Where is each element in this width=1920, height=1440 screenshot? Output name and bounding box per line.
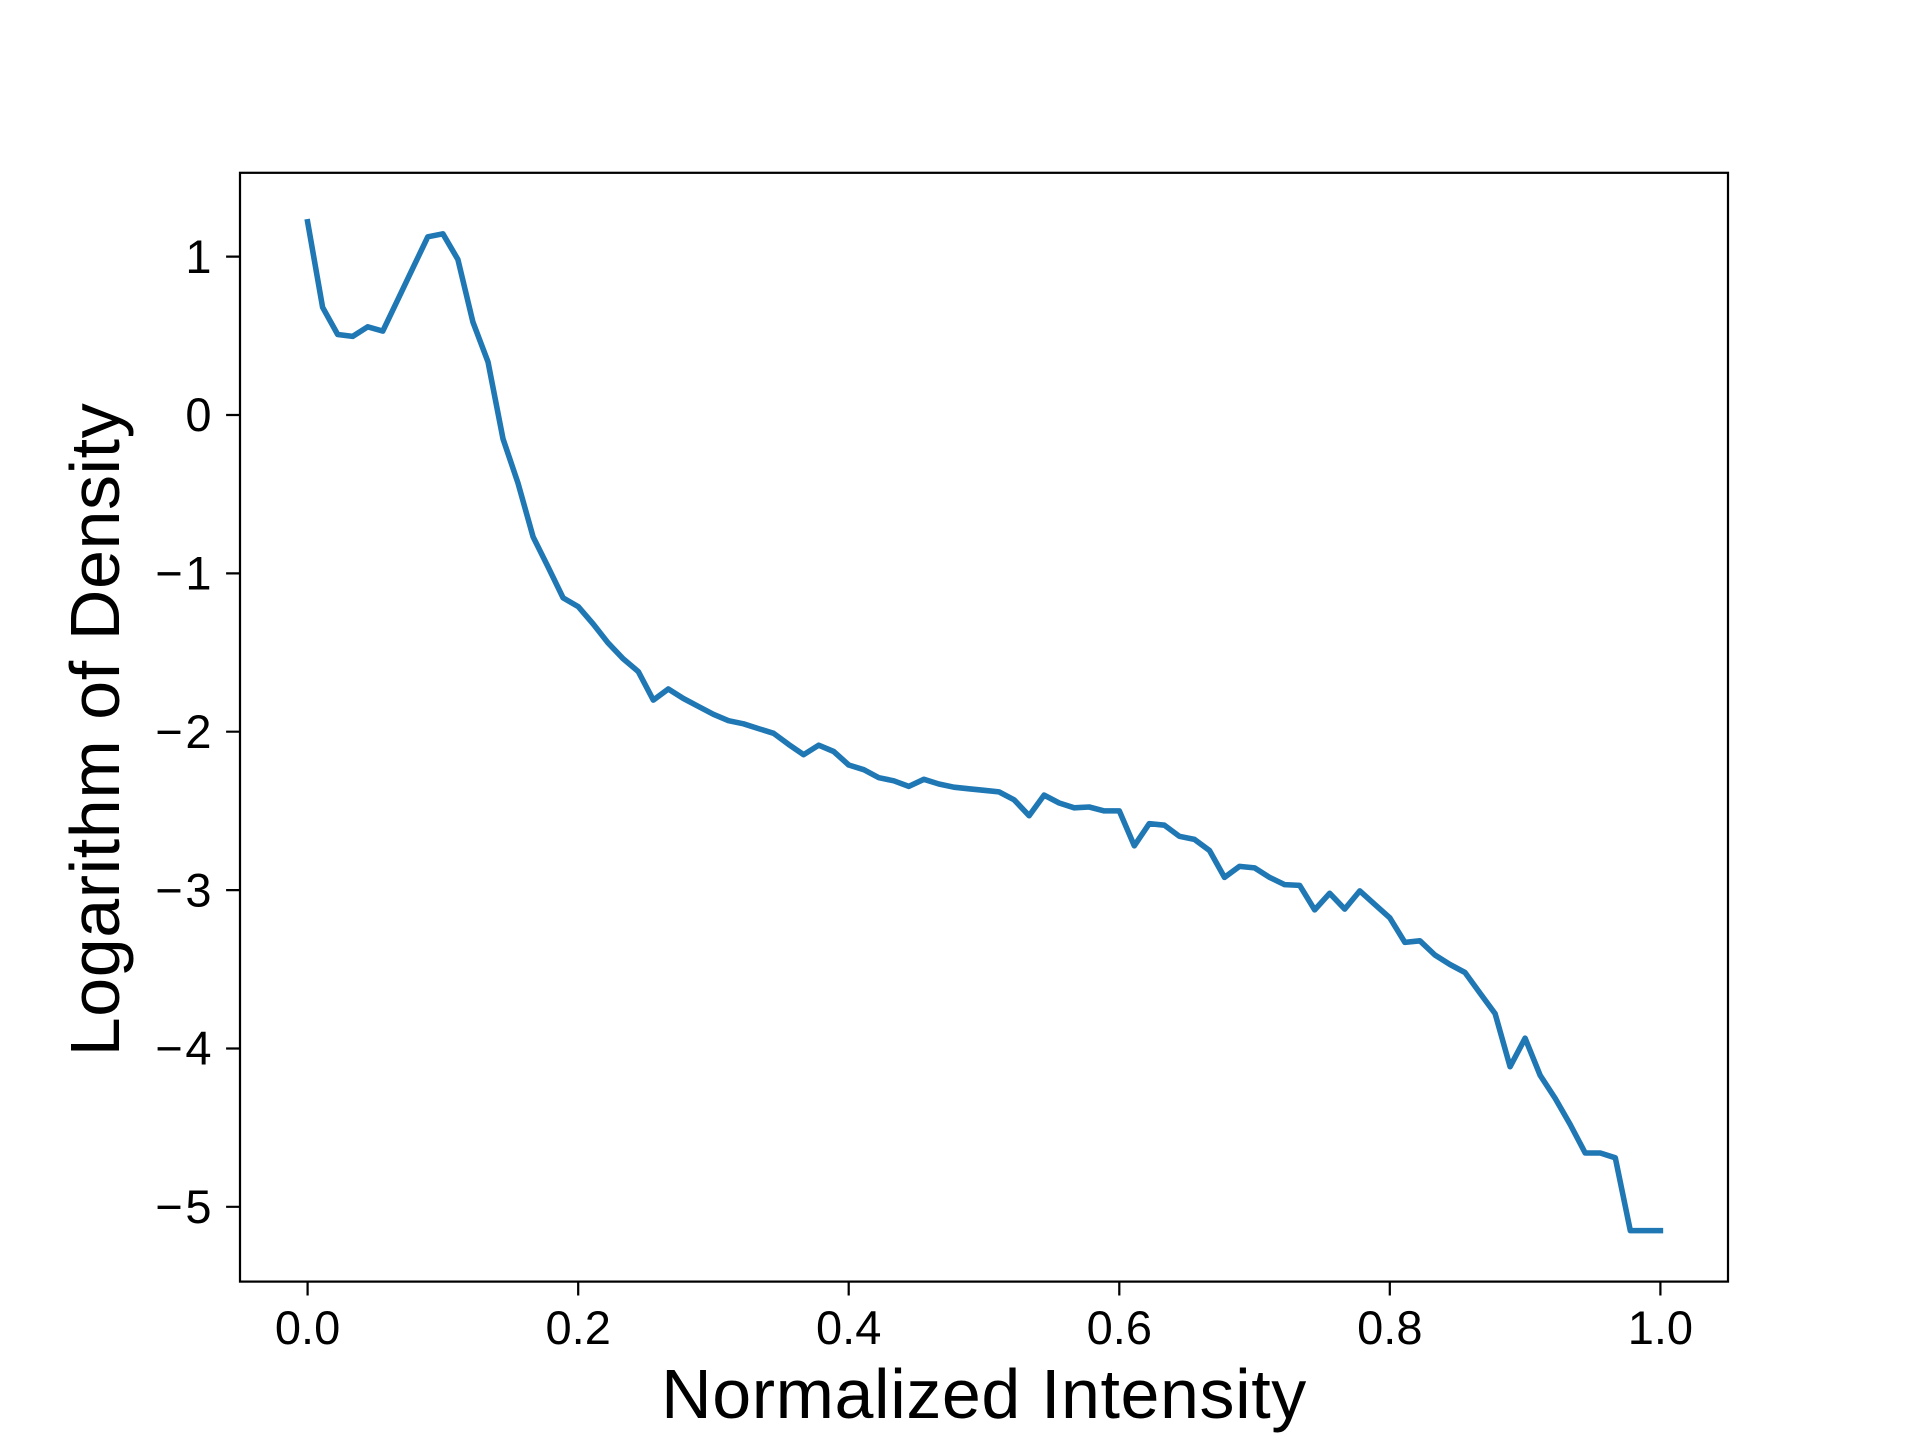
svg-text:0.2: 0.2 [546, 1301, 611, 1354]
svg-text:1: 1 [185, 230, 211, 283]
svg-text:0.6: 0.6 [1087, 1301, 1152, 1354]
svg-text:0.8: 0.8 [1357, 1301, 1422, 1354]
svg-text:−2: −2 [155, 705, 214, 758]
svg-text:−4: −4 [155, 1022, 214, 1075]
svg-text:Normalized Intensity: Normalized Intensity [661, 1355, 1307, 1433]
svg-text:0.4: 0.4 [816, 1301, 881, 1354]
svg-text:0: 0 [185, 388, 211, 441]
svg-text:1.0: 1.0 [1628, 1301, 1693, 1354]
svg-text:−1: −1 [155, 547, 214, 600]
svg-text:−5: −5 [155, 1180, 214, 1233]
svg-text:−3: −3 [155, 863, 214, 916]
svg-text:Logarithm of Density: Logarithm of Density [56, 403, 134, 1057]
svg-text:0.0: 0.0 [275, 1301, 340, 1354]
